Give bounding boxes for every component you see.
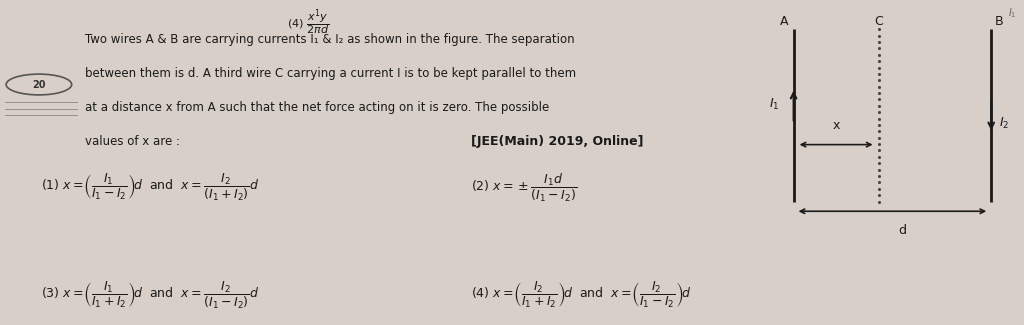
Text: x: x	[833, 119, 840, 132]
Text: d: d	[899, 224, 906, 237]
Text: B: B	[994, 15, 1002, 28]
Text: at a distance x from A such that the net force acting on it is zero. The possibl: at a distance x from A such that the net…	[85, 101, 549, 114]
Text: between them is d. A third wire C carrying a current I is to be kept parallel to: between them is d. A third wire C carryi…	[85, 67, 577, 80]
Text: C: C	[874, 15, 883, 28]
Text: $(3)\ x=\!\left(\dfrac{I_1}{I_1+I_2}\right)\!d\ \ \mathrm{and}\ \ x=\dfrac{I_2}{: $(3)\ x=\!\left(\dfrac{I_1}{I_1+I_2}\rig…	[41, 280, 259, 311]
Text: $I_1$: $I_1$	[769, 97, 779, 111]
Text: $(4)\ \dfrac{x^1y}{2\pi d}$: $(4)\ \dfrac{x^1y}{2\pi d}$	[287, 8, 329, 38]
Text: Two wires A & B are carrying currents I₁ & I₂ as shown in the figure. The separa: Two wires A & B are carrying currents I₁…	[85, 32, 574, 46]
Text: values of x are :: values of x are :	[85, 135, 180, 148]
Text: $(2)\ x=\pm\dfrac{I_1 d}{(I_1-I_2)}$: $(2)\ x=\pm\dfrac{I_1 d}{(I_1-I_2)}$	[471, 172, 578, 204]
Text: [JEE(Main) 2019, Online]: [JEE(Main) 2019, Online]	[471, 135, 643, 148]
Text: A: A	[780, 15, 788, 28]
Text: $I_1$: $I_1$	[1009, 6, 1017, 20]
Text: 20: 20	[32, 80, 46, 89]
Text: $(1)\ x=\!\left(\dfrac{I_1}{I_1-I_2}\right)\!d\ \ \mathrm{and}\ \ x=\dfrac{I_2}{: $(1)\ x=\!\left(\dfrac{I_1}{I_1-I_2}\rig…	[41, 172, 259, 203]
Text: $(4)\ x=\!\left(\dfrac{I_2}{I_1+I_2}\right)\!d\ \ \mathrm{and}\ \ x=\!\left(\dfr: $(4)\ x=\!\left(\dfrac{I_2}{I_1+I_2}\rig…	[471, 280, 691, 310]
Text: $I_2$: $I_2$	[999, 116, 1010, 131]
